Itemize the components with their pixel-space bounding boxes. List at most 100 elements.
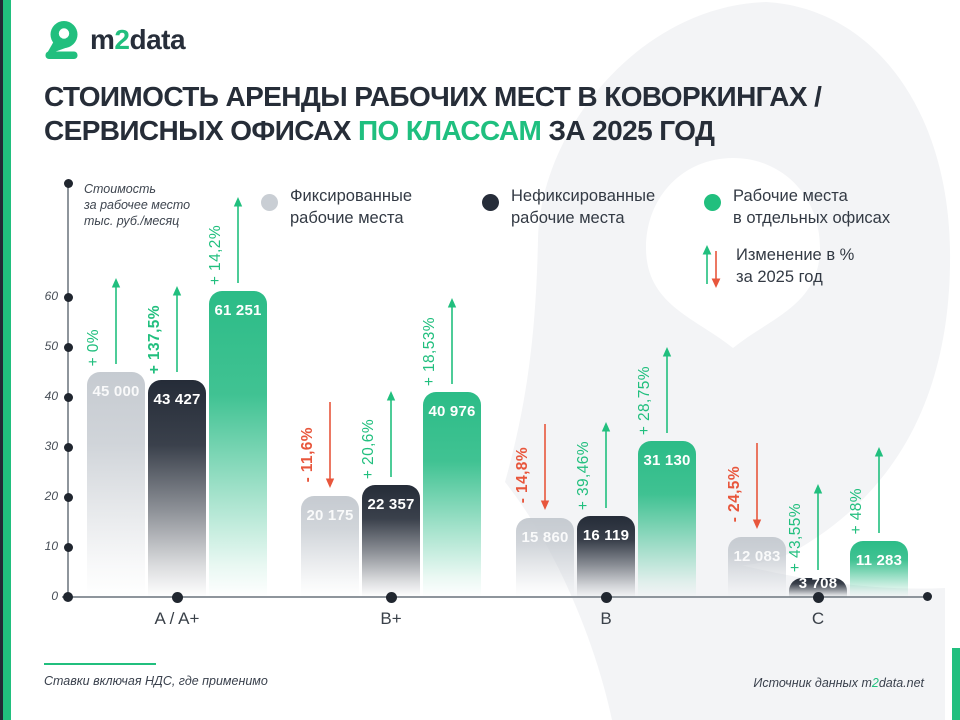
change-label: + 28,75% <box>636 366 653 436</box>
bar-value-label: 15 860 <box>521 528 569 546</box>
x-category-dot <box>812 591 824 603</box>
title-line-1: СТОИМОСТЬ АРЕНДЫ РАБОЧИХ МЕСТ В КОВОРКИН… <box>44 81 822 112</box>
legend-label-fixed: Фиксированные рабочие места <box>290 187 413 227</box>
footer-source: Источник данных m2data.net <box>753 676 924 690</box>
change-up-arrow-icon <box>233 196 243 283</box>
y-tick-label: 10 <box>44 539 58 553</box>
x-category-dot <box>171 591 183 603</box>
bar-value-label: 45 000 <box>92 383 140 400</box>
legend-dot-office <box>704 194 721 211</box>
change-up-arrow-icon <box>111 278 121 364</box>
bottom-right-green-stripe <box>952 648 960 720</box>
change-label: + 137,5% <box>146 304 163 374</box>
x-axis-line <box>62 596 930 598</box>
bar-value-label: 12 083 <box>733 547 781 565</box>
y-tick-dot <box>63 442 73 452</box>
m2data-pin-icon <box>45 21 78 59</box>
m2data-logo: m2data <box>44 20 186 60</box>
y-axis-top-dot <box>63 178 73 188</box>
bar-value-label: 16 119 <box>582 527 630 545</box>
change-label: + 18,53% <box>421 316 438 387</box>
m2data-logo-text: m2data <box>90 24 186 55</box>
change-up-arrow-icon <box>813 484 823 571</box>
legend-dot-flex <box>482 194 499 211</box>
change-arrows-icon <box>702 245 721 288</box>
change-label: - 24,5% <box>726 466 743 523</box>
change-up-arrow-icon <box>601 422 611 509</box>
x-category-label: A / A+ <box>154 609 200 628</box>
bar-B+-series0 <box>301 496 359 597</box>
change-up-arrow-icon <box>662 347 672 434</box>
change-up-arrow-icon <box>386 391 396 478</box>
x-category-label: B+ <box>380 609 402 628</box>
change-down-arrow-icon <box>325 402 335 489</box>
change-label: + 39,46% <box>575 441 592 511</box>
change-label: + 14,2% <box>207 224 224 285</box>
page-title: СТОИМОСТЬ АРЕНДЫ РАБОЧИХ МЕСТ В КОВОРКИН… <box>44 80 822 148</box>
y-axis-line <box>67 183 69 597</box>
change-label: + 20,6% <box>360 419 377 480</box>
legend-item-fixed: Фиксированные рабочие места <box>261 185 412 229</box>
change-up-arrow-icon <box>447 298 457 385</box>
change-up-arrow-icon <box>874 446 884 533</box>
footer-divider <box>44 663 156 665</box>
x-category-label: B <box>600 609 612 628</box>
footer-note: Ставки включая НДС, где применимо <box>44 674 268 688</box>
legend-item-change: Изменение в % за 2025 год <box>700 244 854 290</box>
y-tick-label: 50 <box>44 339 58 353</box>
legend-item-flex: Нефиксированные рабочие места <box>482 185 655 229</box>
watermark-pin-hole <box>646 158 820 348</box>
change-label: - 14,8% <box>514 447 531 504</box>
title-line-2: СЕРВИСНЫХ ОФИСАХ ПО КЛАССАМ ЗА 2025 ГОД <box>44 115 715 146</box>
bar-B-series0 <box>516 517 574 597</box>
y-tick-dot <box>63 342 73 352</box>
bar-value-label: 3 708 <box>798 575 838 593</box>
legend-label-office: Рабочие места в отдельных офисах <box>733 187 891 227</box>
legend-dot-fixed <box>261 194 278 211</box>
left-edge-green-stripe <box>3 0 11 720</box>
bar-value-label: 43 427 <box>153 390 201 408</box>
change-label: - 11,6% <box>299 426 316 483</box>
y-tick-label: 0 <box>51 589 58 603</box>
change-down-arrow-icon <box>540 423 550 510</box>
y-tick-label: 20 <box>44 489 58 503</box>
y-tick-label: 40 <box>44 389 58 403</box>
x-category-dot <box>600 591 612 603</box>
change-label: + 48% <box>848 488 865 535</box>
title-highlight: ПО КЛАССАМ <box>358 115 542 146</box>
bar-B+-series1 <box>362 485 420 597</box>
legend-label-flex: Нефиксированные рабочие места <box>511 187 656 227</box>
x-category-dot <box>385 591 397 603</box>
bar-B-series1 <box>577 516 635 597</box>
bar-A / A+-series0 <box>87 372 145 597</box>
x-category-label: C <box>811 609 825 628</box>
bar-value-label: 31 130 <box>643 452 691 470</box>
bar-C-series2 <box>850 540 908 597</box>
y-tick-label: 30 <box>44 439 58 453</box>
bar-value-label: 11 283 <box>855 551 903 569</box>
bar-C-series0 <box>728 536 786 597</box>
y-axis-caption: Стоимость за рабочее место тыс. руб./мес… <box>84 182 191 228</box>
change-down-arrow-icon <box>752 442 762 529</box>
x-axis-end-dot <box>922 591 932 601</box>
bar-value-label: 22 357 <box>367 496 415 514</box>
change-up-arrow-icon <box>172 285 182 372</box>
y-tick-dot <box>63 492 73 502</box>
change-label: + 0% <box>85 328 102 366</box>
bar-B+-series2 <box>423 392 481 597</box>
bar-A / A+-series1 <box>148 379 206 597</box>
bar-A / A+-series2 <box>209 290 267 597</box>
change-label: + 43,55% <box>787 503 804 573</box>
bar-C-series1 <box>789 578 847 597</box>
legend-label-change: Изменение в % за 2025 год <box>736 246 855 286</box>
bar-value-label: 20 175 <box>306 507 354 525</box>
y-tick-dot <box>63 392 73 402</box>
legend-item-office: Рабочие места в отдельных офисах <box>704 185 890 229</box>
y-tick-dot <box>63 292 73 302</box>
bar-value-label: 61 251 <box>214 301 262 319</box>
y-tick-label: 60 <box>44 289 58 303</box>
bar-value-label: 40 976 <box>428 403 476 421</box>
y-tick-dot <box>63 542 73 552</box>
